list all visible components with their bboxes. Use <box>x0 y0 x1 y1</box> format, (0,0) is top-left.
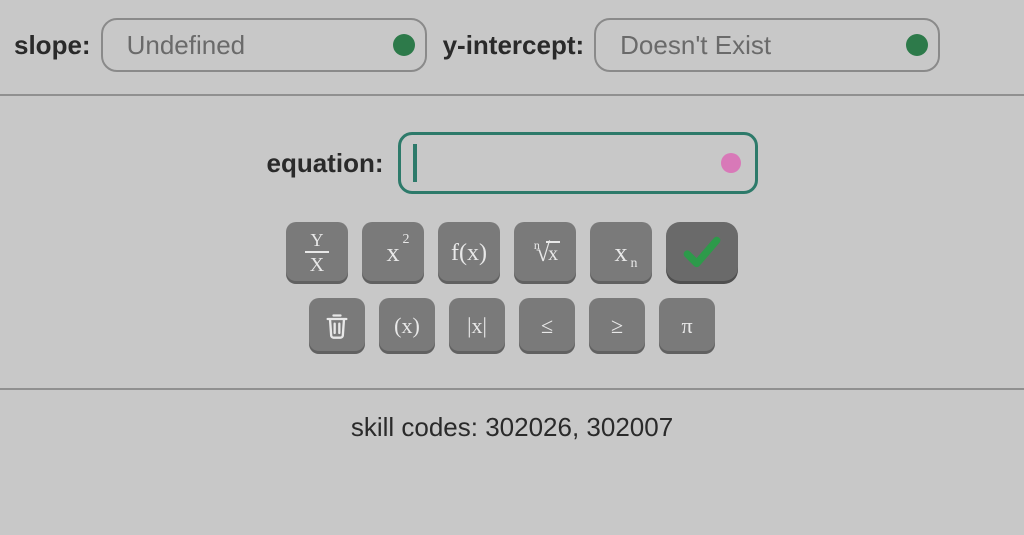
abs-label: |x| <box>467 313 487 339</box>
paren-label: (x) <box>394 313 420 339</box>
slope-label: slope: <box>14 30 91 61</box>
fraction-numerator: Y <box>311 231 324 251</box>
yintercept-value: Doesn't Exist <box>620 30 892 61</box>
parentheses-button[interactable]: (x) <box>379 298 435 354</box>
math-toolbar: Y X x 2 f(x) n √ x <box>0 222 1024 354</box>
toolbar-row-2: (x) |x| ≤ ≥ π <box>309 298 715 354</box>
fraction-denominator: X <box>305 251 329 275</box>
less-equal-button[interactable]: ≤ <box>519 298 575 354</box>
cursor-icon <box>413 144 417 182</box>
status-dot-icon <box>393 34 415 56</box>
function-button[interactable]: f(x) <box>438 222 500 284</box>
root-radicand: x <box>546 241 560 266</box>
top-row: slope: Undefined y-intercept: Doesn't Ex… <box>0 0 1024 96</box>
power-base: x <box>387 238 400 267</box>
slope-field[interactable]: Undefined <box>101 18 427 72</box>
status-dot-icon <box>906 34 928 56</box>
trash-icon <box>323 312 351 340</box>
skill-codes-text: skill codes: 302026, 302007 <box>351 412 673 442</box>
sub-sub: n <box>631 256 638 272</box>
delete-button[interactable] <box>309 298 365 354</box>
power-exp: 2 <box>403 232 410 248</box>
root-index: n <box>534 238 540 253</box>
subscript-button[interactable]: x n <box>590 222 652 284</box>
slope-value: Undefined <box>127 30 379 61</box>
function-label: f(x) <box>451 240 487 267</box>
yintercept-label: y-intercept: <box>443 30 585 61</box>
equation-input[interactable] <box>398 132 758 194</box>
equation-label: equation: <box>267 148 384 179</box>
le-label: ≤ <box>541 313 553 339</box>
equation-section: equation: Y X x 2 f(x) <box>0 96 1024 354</box>
toolbar-row-1: Y X x 2 f(x) n √ x <box>286 222 738 284</box>
submit-button[interactable] <box>666 222 738 284</box>
fraction-button[interactable]: Y X <box>286 222 348 284</box>
absolute-value-button[interactable]: |x| <box>449 298 505 354</box>
sub-base: x <box>615 238 628 267</box>
check-icon <box>681 232 723 274</box>
greater-equal-button[interactable]: ≥ <box>589 298 645 354</box>
pi-label: π <box>681 313 692 339</box>
pi-button[interactable]: π <box>659 298 715 354</box>
exponent-button[interactable]: x 2 <box>362 222 424 284</box>
yintercept-field[interactable]: Doesn't Exist <box>594 18 940 72</box>
skill-codes-values: 302026, 302007 <box>485 412 673 442</box>
footer: skill codes: 302026, 302007 <box>0 388 1024 443</box>
status-dot-icon <box>721 153 741 173</box>
ge-label: ≥ <box>611 313 623 339</box>
root-button[interactable]: n √ x <box>514 222 576 284</box>
skill-codes-label: skill codes: <box>351 412 478 442</box>
